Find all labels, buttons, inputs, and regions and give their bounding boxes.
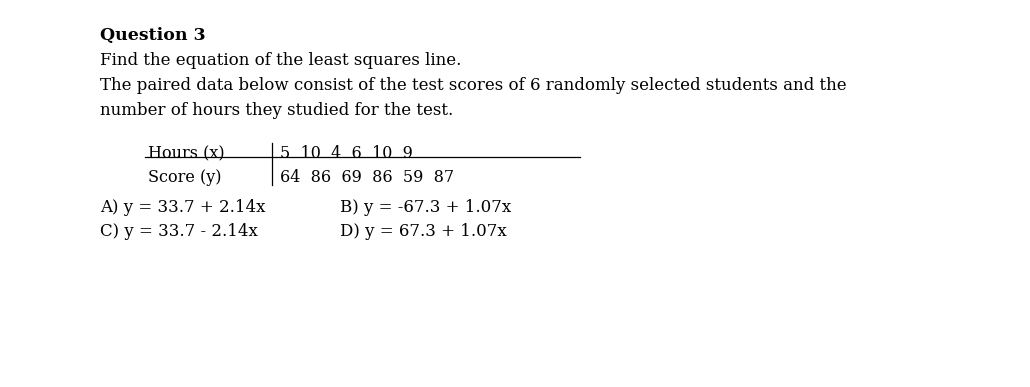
Text: Question 3: Question 3: [100, 27, 206, 44]
Text: Hours (x): Hours (x): [148, 145, 225, 162]
Text: B) y = -67.3 + 1.07x: B) y = -67.3 + 1.07x: [340, 199, 511, 216]
Text: C) y = 33.7 - 2.14x: C) y = 33.7 - 2.14x: [100, 223, 258, 240]
Text: The paired data below consist of the test scores of 6 randomly selected students: The paired data below consist of the tes…: [100, 77, 847, 94]
Text: 5  10  4  6  10  9: 5 10 4 6 10 9: [280, 145, 413, 162]
Text: Score (y): Score (y): [148, 169, 221, 186]
Text: number of hours they studied for the test.: number of hours they studied for the tes…: [100, 102, 453, 119]
Text: 64  86  69  86  59  87: 64 86 69 86 59 87: [280, 169, 454, 186]
Text: A) y = 33.7 + 2.14x: A) y = 33.7 + 2.14x: [100, 199, 266, 216]
Text: D) y = 67.3 + 1.07x: D) y = 67.3 + 1.07x: [340, 223, 507, 240]
Text: Find the equation of the least squares line.: Find the equation of the least squares l…: [100, 52, 461, 69]
